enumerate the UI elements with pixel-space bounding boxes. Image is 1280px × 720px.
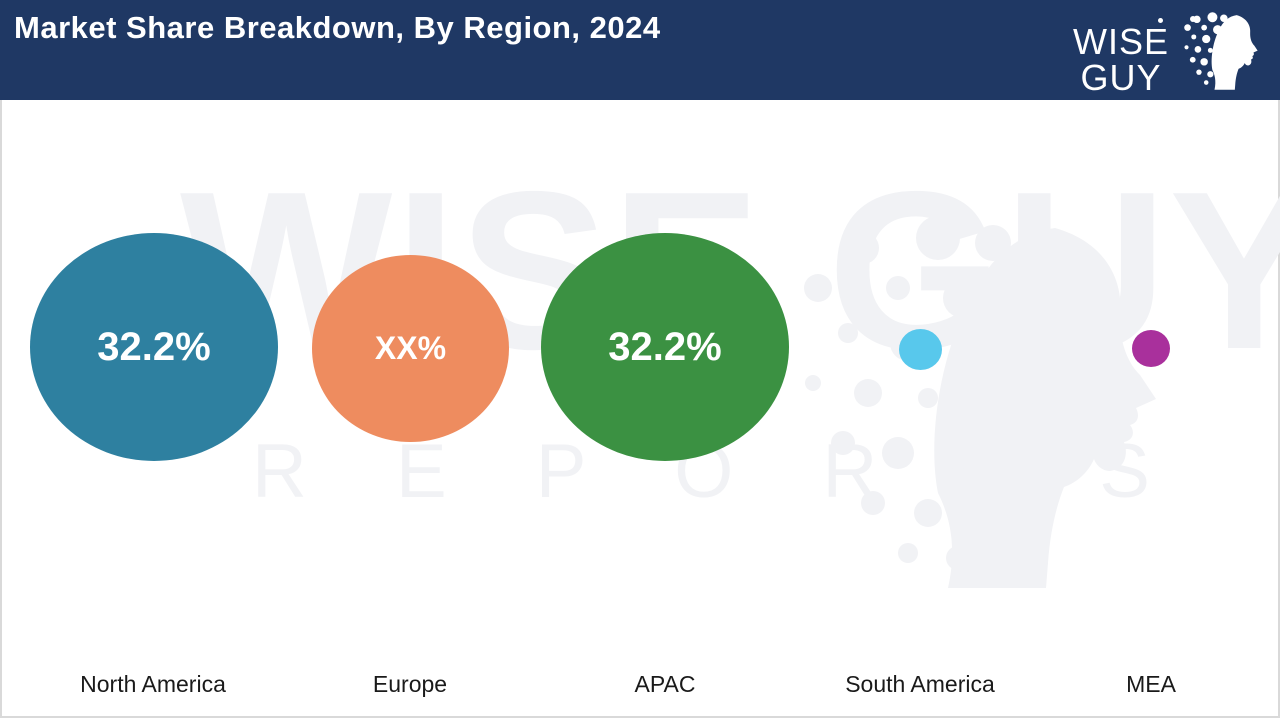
bubble-value-label: 32.2% <box>97 324 211 369</box>
logo-name: WISE GUY <box>1072 21 1169 98</box>
logo-tagline: R E P O R T S <box>1054 100 1197 130</box>
head-profile-icon <box>1184 12 1258 90</box>
bubble-europe: XX% <box>312 255 509 442</box>
logo-text-block: WISE GUY R E P O R T S <box>1032 21 1210 131</box>
category-label-south-america: South America <box>845 671 995 697</box>
wise-guy-reports-logo: WISE GUY R E P O R T S <box>1032 8 1262 130</box>
logo-accent-dot <box>1158 18 1163 23</box>
bubble-value-label: XX% <box>374 330 447 366</box>
category-label-apac: APAC <box>634 671 696 697</box>
header-bar: Market Share Breakdown, By Region, 2024 … <box>0 0 1280 130</box>
page-title: Market Share Breakdown, By Region, 2024 <box>14 10 661 45</box>
logo-accent-dot <box>1190 16 1196 22</box>
category-label-north-america: North America <box>80 671 226 697</box>
bubble-mea <box>1132 330 1170 367</box>
bubble-south-america <box>899 329 942 370</box>
bubble-apac: 32.2% <box>541 233 789 461</box>
category-label-mea: MEA <box>1126 671 1176 697</box>
category-label-europe: Europe <box>372 671 448 697</box>
bubble-north-america: 32.2% <box>30 233 278 461</box>
bubble-value-label: 32.2% <box>608 324 722 369</box>
